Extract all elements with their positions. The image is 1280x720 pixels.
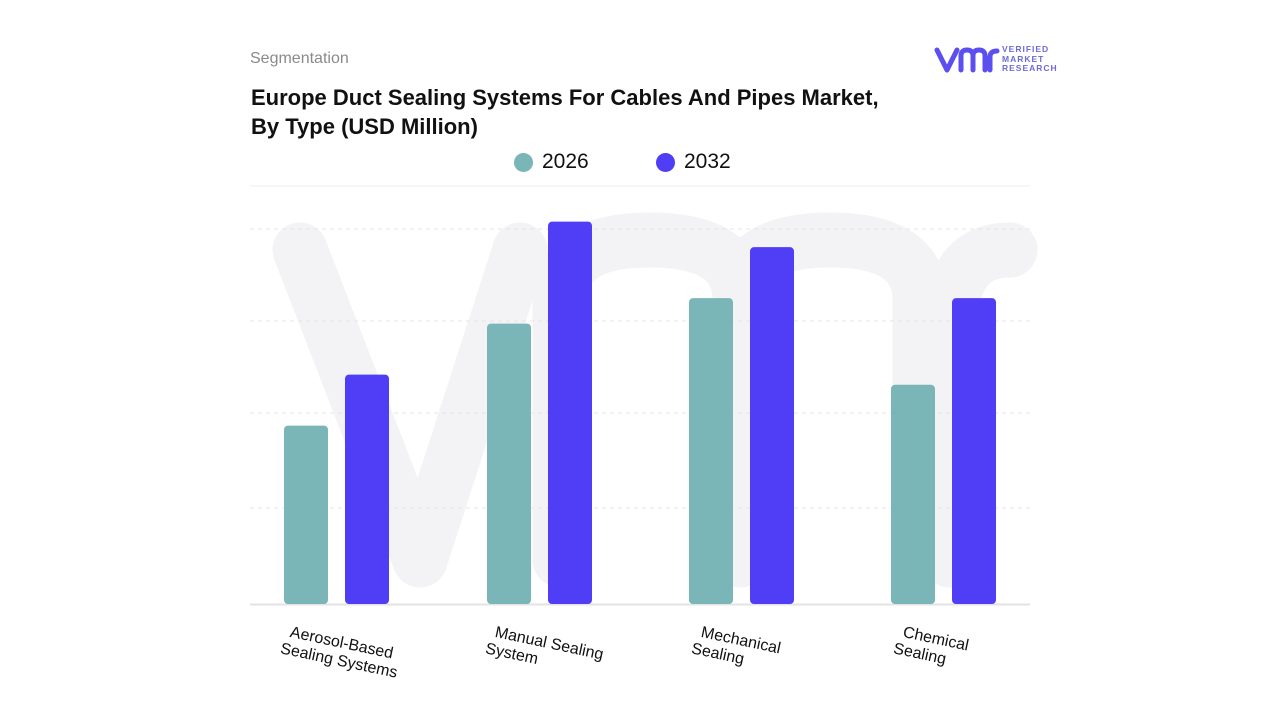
logo-line-2: MARKET: [1002, 53, 1045, 64]
watermark-logo-icon: [272, 212, 1038, 588]
segmentation-label: Segmentation: [250, 50, 349, 67]
logo-line-3: RESEARCH: [1002, 63, 1058, 73]
legend-item-2032: 2032: [656, 150, 731, 174]
chart-title-line-2: By Type (USD Million): [251, 114, 478, 139]
legend-label-2032: 2032: [684, 150, 731, 173]
bar-2026-2: [689, 298, 733, 604]
bar-2032-0: [345, 374, 389, 604]
bar-2026-1: [487, 323, 531, 604]
chart-title-line-1: Europe Duct Sealing Systems For Cables A…: [251, 85, 879, 110]
bar-2032-1: [548, 221, 592, 604]
vmr-logo-text: VERIFIED MARKET RESEARCH: [1002, 44, 1058, 74]
chart-legend: 2026 2032: [0, 150, 1280, 180]
legend-swatch-2026: [514, 152, 533, 172]
logo-line-1: VERIFIED: [1002, 44, 1050, 54]
chart-title: Europe Duct Sealing Systems For Cables A…: [251, 83, 971, 141]
bar-2026-0: [284, 425, 328, 604]
legend-item-2026: 2026: [514, 150, 589, 174]
bar-2026-3: [891, 384, 935, 604]
legend-swatch-2032: [656, 152, 675, 172]
bar-2032-3: [952, 298, 996, 604]
bar-2032-2: [750, 247, 794, 605]
legend-label-2026: 2026: [542, 150, 589, 173]
vmr-logo-icon: [934, 47, 1000, 73]
